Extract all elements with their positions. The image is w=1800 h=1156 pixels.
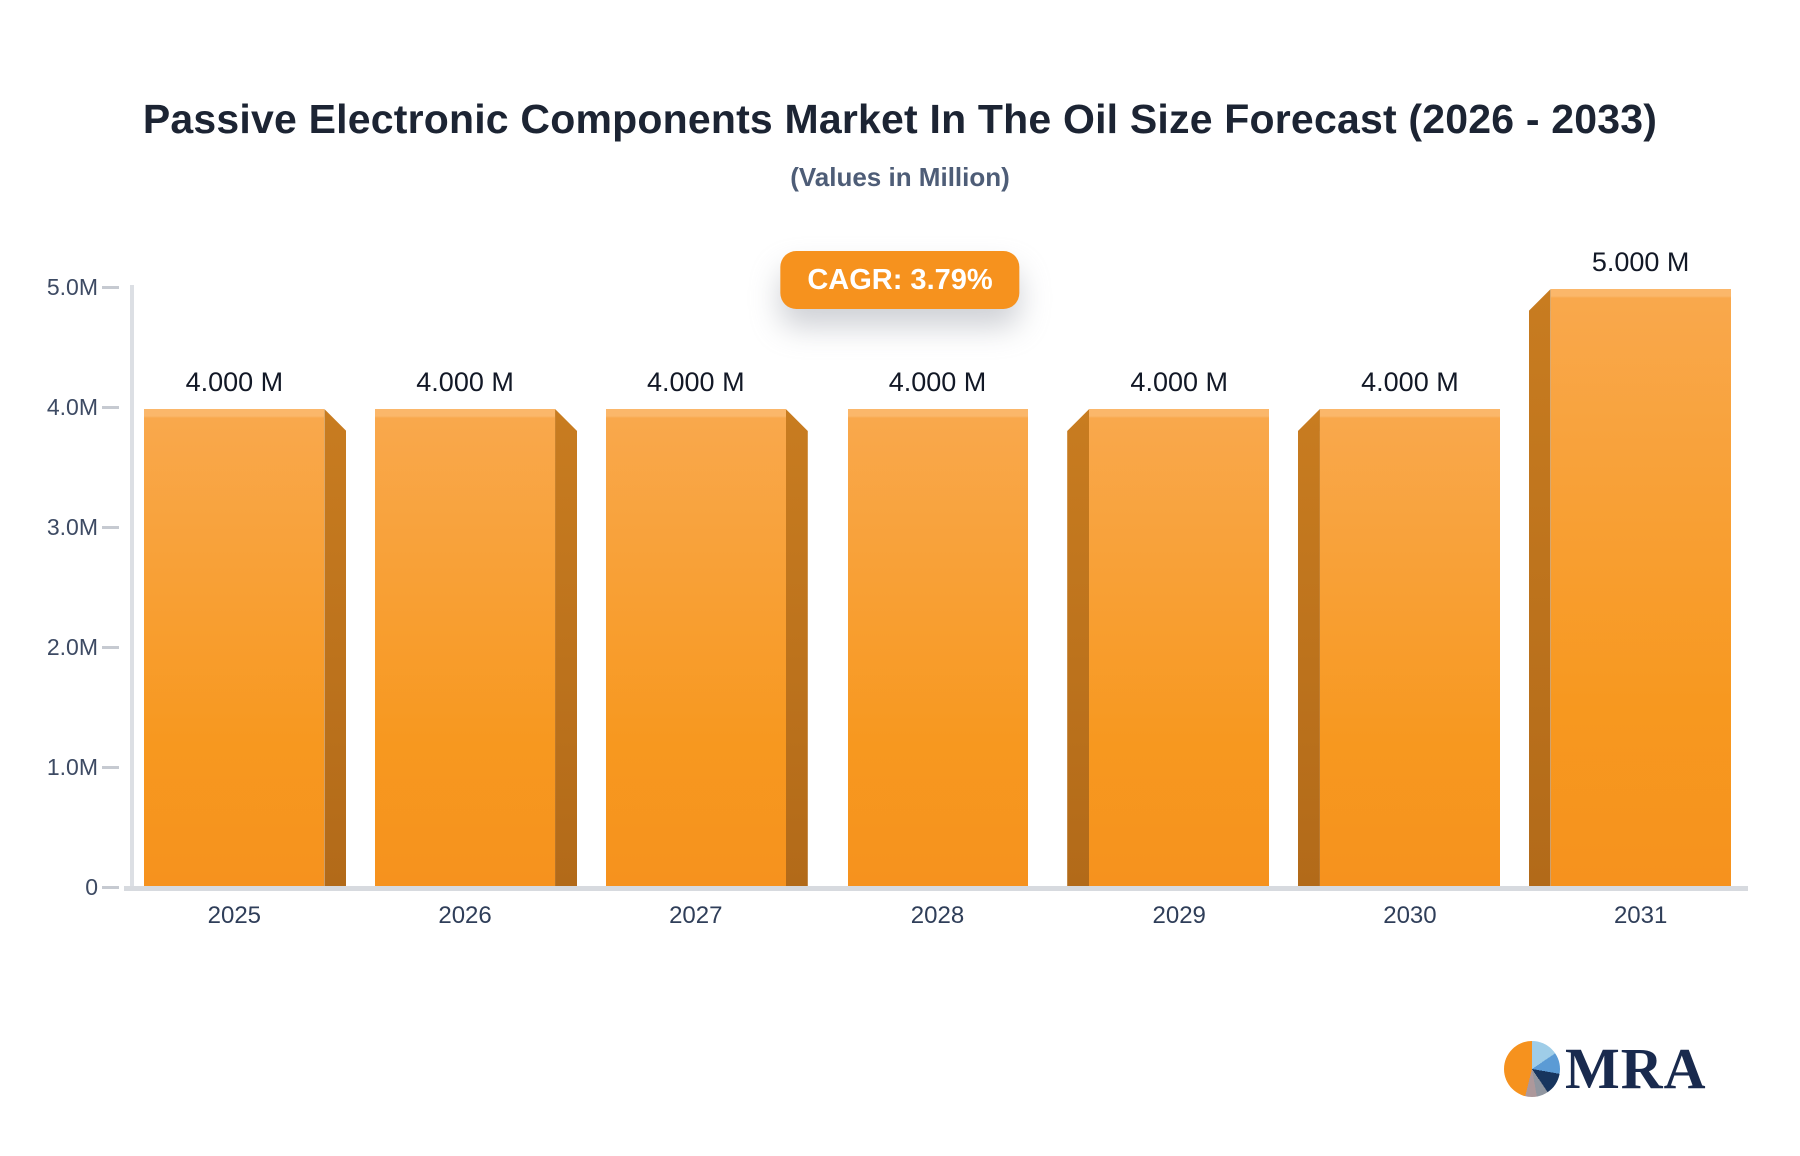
x-axis-label: 2031	[1613, 902, 1668, 929]
y-axis-tick-label: 3.0M	[46, 514, 98, 540]
bar-2029[interactable]	[1089, 409, 1270, 889]
cagr-badge: CAGR: 3.79%	[780, 251, 1020, 309]
x-axis-label: 2025	[207, 902, 262, 929]
y-axis-tick-label: 1.0M	[46, 754, 98, 780]
bar-value-label: 4.000 M	[416, 367, 514, 397]
cagr-badge-label: CAGR: 3.79%	[807, 264, 993, 296]
bar-value-label: 5.000 M	[1591, 247, 1690, 277]
bar-value-label: 4.000 M	[1130, 367, 1228, 397]
bar-side-face	[555, 409, 578, 889]
bar-value-label: 4.000 M	[1361, 367, 1459, 397]
y-axis-tick-label: 5.0M	[46, 274, 98, 300]
x-axis-label: 2028	[910, 902, 965, 929]
y-axis-tick-label: 0	[85, 874, 98, 900]
bar-side-face	[785, 409, 808, 889]
bar-2031[interactable]	[1550, 289, 1731, 889]
y-axis-tick	[102, 645, 119, 649]
chart-title: Passive Electronic Components Market In …	[142, 96, 1658, 142]
x-axis-label: 2029	[1152, 902, 1206, 929]
logo-text: MRA	[1565, 1036, 1707, 1101]
chart-subtitle: (Values in Million)	[790, 162, 1010, 192]
y-axis-tick	[102, 405, 119, 409]
x-axis-label: 2026	[438, 902, 492, 929]
y-axis-tick	[102, 765, 119, 769]
bar-value-label: 4.000 M	[185, 367, 284, 397]
bar-value-label: 4.000 M	[647, 367, 745, 397]
bar-side-face	[1297, 409, 1320, 889]
y-axis-tick	[102, 525, 119, 529]
bar-side-face	[1528, 289, 1551, 889]
bar-2025[interactable]	[144, 409, 325, 889]
y-axis-tick-label: 2.0M	[46, 634, 98, 660]
bar-side-face	[324, 409, 347, 889]
x-axis-label: 2027	[669, 902, 723, 929]
y-axis-tick-label: 4.0M	[46, 394, 98, 420]
x-axis-line	[124, 886, 1748, 891]
y-axis-line	[130, 285, 134, 891]
bar-side-face	[1067, 409, 1090, 889]
bar-2026[interactable]	[375, 409, 556, 889]
bar-2027[interactable]	[605, 409, 786, 889]
bar-2030[interactable]	[1319, 409, 1500, 889]
x-axis-label: 2030	[1383, 902, 1437, 929]
mra-logo: MRA	[1504, 1040, 1707, 1098]
bar-value-label: 4.000 M	[888, 367, 987, 397]
pie-chart-icon	[1504, 1041, 1560, 1097]
y-axis-tick	[102, 885, 119, 889]
bar-2028[interactable]	[847, 409, 1028, 889]
y-axis-tick	[102, 285, 119, 289]
